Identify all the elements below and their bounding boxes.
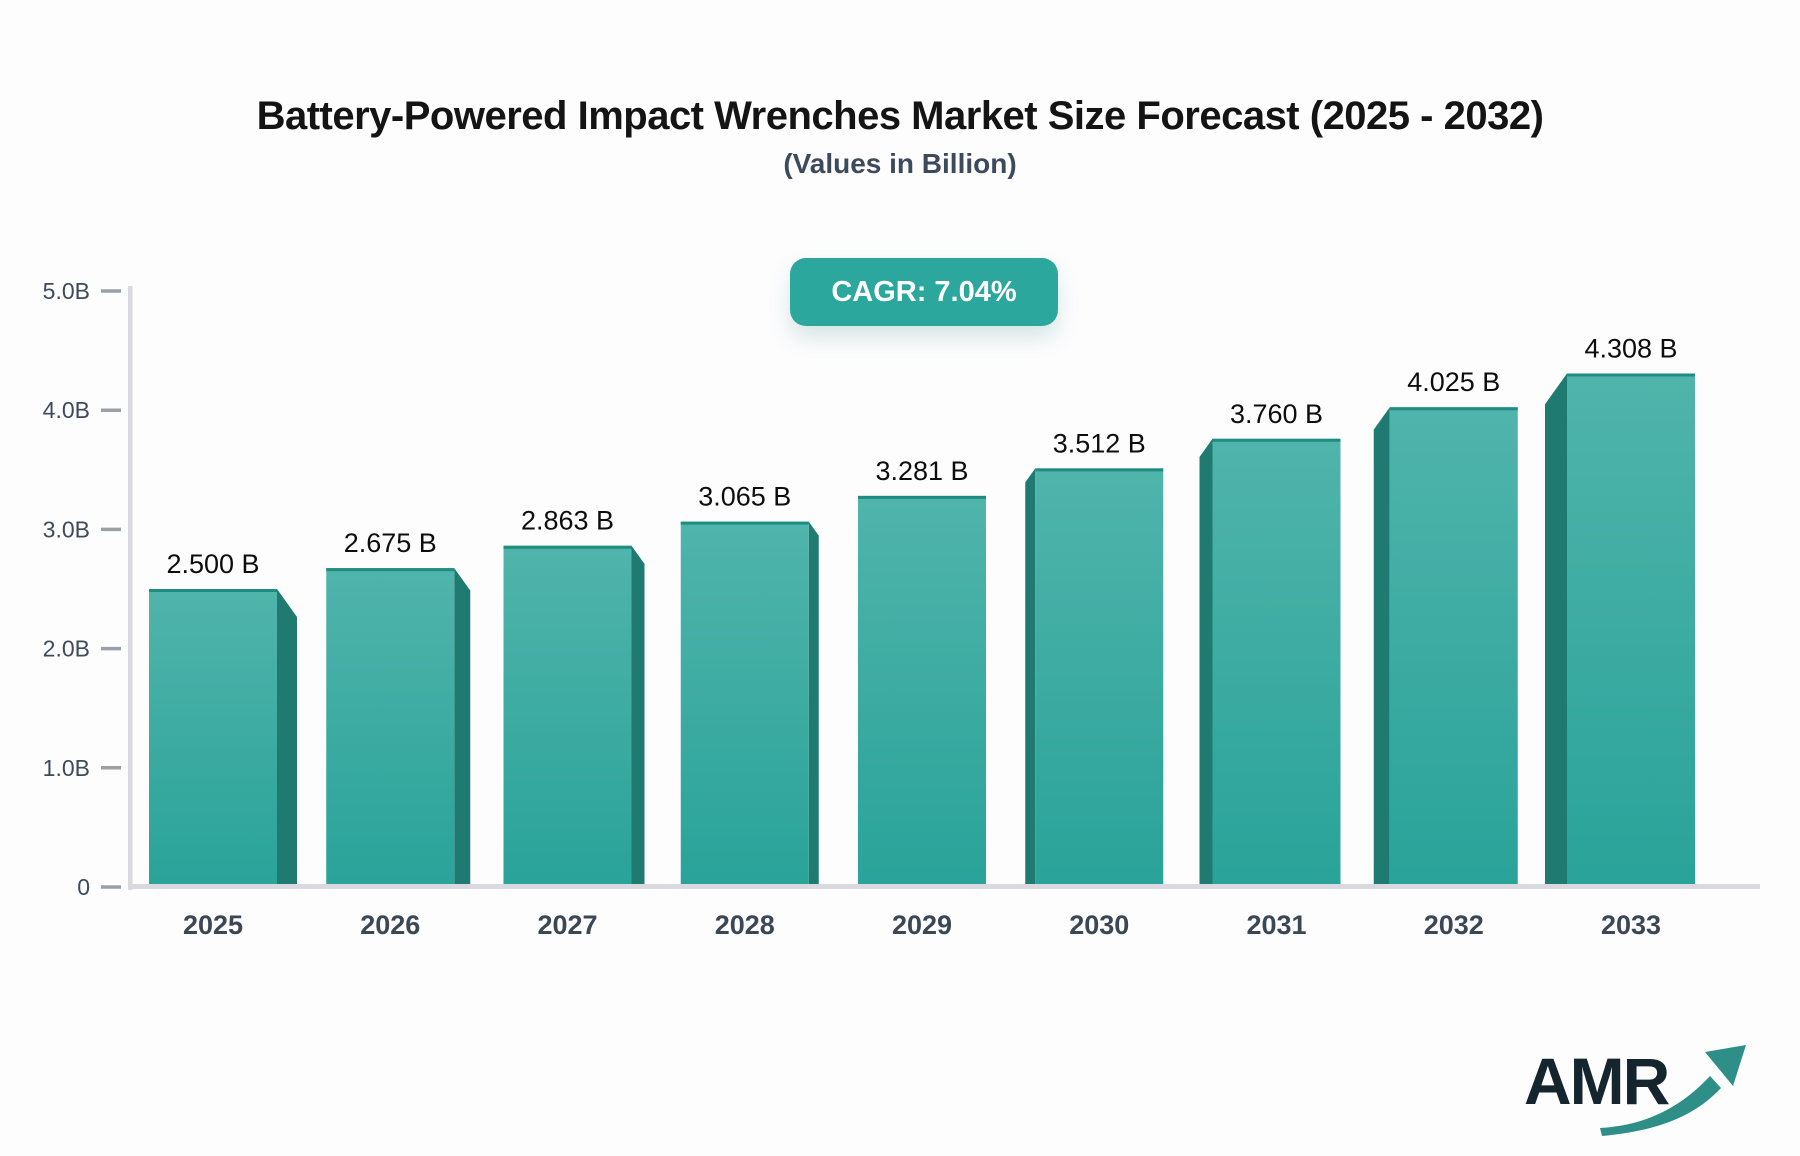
bar-2029	[858, 495, 986, 887]
x-axis-label: 2030	[1069, 910, 1129, 940]
bar-2026	[326, 568, 455, 887]
bar-2027	[503, 545, 632, 887]
bar-side-face	[1199, 438, 1213, 887]
bar-value-label: 4.025 B	[1407, 367, 1500, 397]
x-axis-label: 2027	[537, 910, 597, 940]
y-axis-label: 0	[77, 874, 90, 900]
bar-2030	[1035, 468, 1164, 887]
y-axis-label: 5.0B	[43, 278, 90, 304]
x-axis-label: 2031	[1246, 910, 1306, 940]
bar-value-label: 3.065 B	[698, 482, 791, 512]
amr-logo-text: AMR	[1524, 1044, 1670, 1118]
x-axis-line	[128, 884, 1760, 889]
y-axis-line	[128, 286, 133, 890]
bar-value-label: 3.512 B	[1053, 428, 1146, 458]
bar-side-face	[1373, 407, 1390, 887]
bar-value-label: 3.760 B	[1230, 399, 1323, 429]
y-axis-label: 3.0B	[43, 516, 90, 542]
bar-2033	[1567, 373, 1695, 887]
x-axis-label: 2025	[183, 910, 243, 940]
y-axis-label: 2.0B	[43, 636, 90, 662]
amr-logo: AMR	[1524, 1044, 1746, 1136]
y-axis-label: 4.0B	[43, 397, 90, 423]
bar-2031	[1212, 438, 1341, 887]
x-axis-label: 2026	[360, 910, 420, 940]
cagr-badge: CAGR: 7.04%	[790, 258, 1058, 326]
bar-side-face	[277, 589, 297, 887]
bar-side-face	[1025, 468, 1036, 887]
x-axis-label: 2032	[1424, 910, 1484, 940]
bar-side-face	[631, 545, 645, 887]
growth-arrow-icon	[1600, 1045, 1746, 1136]
bar-2032	[1389, 407, 1518, 887]
bar-2028	[680, 521, 809, 887]
bar-2025	[149, 589, 277, 887]
bar-value-label: 2.675 B	[344, 528, 437, 558]
chart-title: Battery-Powered Impact Wrenches Market S…	[256, 94, 1544, 138]
bar-value-label: 2.863 B	[521, 506, 614, 536]
bar-value-label: 2.500 B	[166, 549, 259, 579]
y-axis-label: 1.0B	[43, 755, 90, 781]
bar-value-label: 3.281 B	[875, 456, 968, 486]
bar-side-face	[1545, 373, 1567, 887]
x-axis-label: 2029	[892, 910, 952, 940]
bar-side-face	[454, 568, 471, 887]
cagr-badge-label: CAGR: 7.04%	[831, 275, 1017, 308]
bar-side-face	[808, 521, 819, 887]
bar-value-label: 4.308 B	[1584, 333, 1677, 363]
x-axis-label: 2033	[1601, 910, 1661, 940]
chart-subtitle: (Values in Billion)	[783, 148, 1017, 179]
x-axis-label: 2028	[715, 910, 775, 940]
